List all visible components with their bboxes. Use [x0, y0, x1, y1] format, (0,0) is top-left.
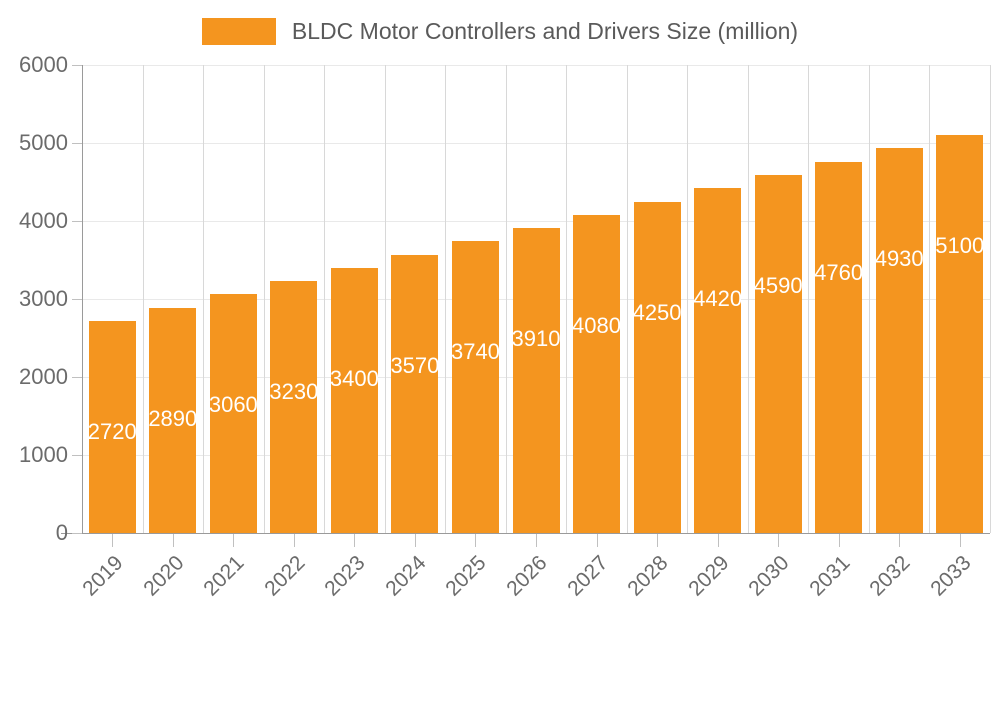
x-tick-mark	[536, 534, 537, 547]
x-tick-mark	[172, 534, 174, 547]
x-tick-mark	[838, 534, 840, 547]
plot-area: 2720 2890 3060 3230 3400 3570 3740 3910 4080 4250…	[82, 65, 991, 534]
x-tick-mark	[233, 534, 235, 547]
bar-value-label: 4760	[815, 259, 863, 285]
bar[interactable]: 3910	[512, 228, 560, 533]
bar[interactable]: 3230	[270, 281, 318, 533]
x-tick-mark	[899, 534, 901, 547]
y-tick-label: 1000	[19, 442, 68, 467]
legend-label: BLDC Motor Controllers and Drivers Size …	[291, 17, 799, 44]
bar[interactable]: 3740	[451, 241, 499, 533]
bar[interactable]: 4760	[815, 161, 863, 533]
x-tick-mark	[112, 534, 114, 547]
y-tick-mark	[72, 377, 82, 378]
bar-chart: BLDC Motor Controllers and Drivers Size …	[0, 10, 1000, 601]
x-tick-mark	[293, 534, 295, 547]
chart-legend: BLDC Motor Controllers and Drivers Size …	[0, 10, 1000, 52]
x-gridline	[869, 65, 870, 533]
x-axis-line	[61, 533, 990, 534]
bar[interactable]: 3400	[330, 267, 378, 533]
y-gridline	[82, 143, 990, 144]
bar[interactable]: 4250	[633, 201, 681, 533]
x-tick-mark	[959, 534, 961, 547]
bar[interactable]: 2720	[88, 320, 136, 533]
y-tick-label: 3000	[19, 286, 68, 311]
x-gridline	[445, 65, 446, 533]
y-tick-label: 0	[55, 520, 68, 545]
y-tick-mark	[72, 299, 82, 300]
x-gridline	[929, 65, 930, 533]
x-tick-mark	[414, 534, 416, 547]
bar[interactable]: 3570	[391, 254, 439, 533]
x-gridline	[687, 65, 688, 533]
x-gridline	[627, 65, 628, 533]
x-gridline	[808, 65, 809, 533]
y-gridline	[82, 65, 990, 66]
y-axis-line	[82, 65, 83, 534]
x-gridline	[324, 65, 325, 533]
bar[interactable]: 2890	[149, 307, 197, 533]
bar[interactable]: 4590	[754, 174, 802, 533]
bar-value-label: 3740	[451, 339, 499, 365]
bar-value-label: 3910	[512, 326, 560, 352]
bar[interactable]: 4420	[694, 188, 742, 533]
y-tick-mark	[72, 221, 82, 222]
bar[interactable]: 4080	[573, 214, 621, 533]
bar-value-label: 2890	[149, 405, 197, 431]
legend-color-swatch	[201, 17, 276, 45]
y-tick-mark	[72, 455, 82, 456]
bar-value-label: 4590	[754, 272, 802, 298]
bar[interactable]: 4930	[875, 148, 923, 533]
bar-value-label: 3060	[209, 392, 257, 418]
bar-value-label: 4080	[573, 312, 621, 338]
y-tick-label: 4000	[19, 208, 68, 233]
x-tick-mark	[475, 534, 477, 547]
bar-value-label: 4420	[694, 286, 742, 312]
bar-value-label: 3400	[330, 365, 378, 391]
x-gridline	[506, 65, 507, 533]
bar-value-label: 2720	[88, 418, 136, 444]
x-gridline	[990, 65, 991, 533]
x-gridline	[566, 65, 567, 533]
bar[interactable]: 5100	[936, 135, 984, 533]
bar-value-label: 3570	[391, 352, 439, 378]
bar-value-label: 5100	[936, 233, 984, 259]
bar[interactable]: 3060	[209, 294, 257, 533]
x-gridline	[748, 65, 749, 533]
y-gridline	[82, 221, 990, 222]
x-tick-mark	[596, 534, 598, 547]
x-tick-mark	[717, 534, 719, 547]
bar-value-label: 4930	[875, 246, 923, 272]
y-tick-mark	[72, 143, 82, 144]
x-tick-mark	[778, 534, 780, 547]
x-gridline	[264, 65, 265, 533]
x-tick-mark	[354, 534, 356, 547]
x-gridline	[385, 65, 386, 533]
y-tick-mark	[72, 533, 82, 534]
y-tick-label: 5000	[19, 130, 68, 155]
bar-value-label: 3230	[270, 379, 318, 405]
bar-value-label: 4250	[633, 299, 681, 325]
x-gridline	[143, 65, 144, 533]
y-tick-label: 2000	[19, 364, 68, 389]
y-tick-mark	[72, 65, 82, 66]
x-gridline	[203, 65, 204, 533]
x-tick-mark	[657, 534, 659, 547]
y-tick-label: 6000	[19, 52, 68, 77]
